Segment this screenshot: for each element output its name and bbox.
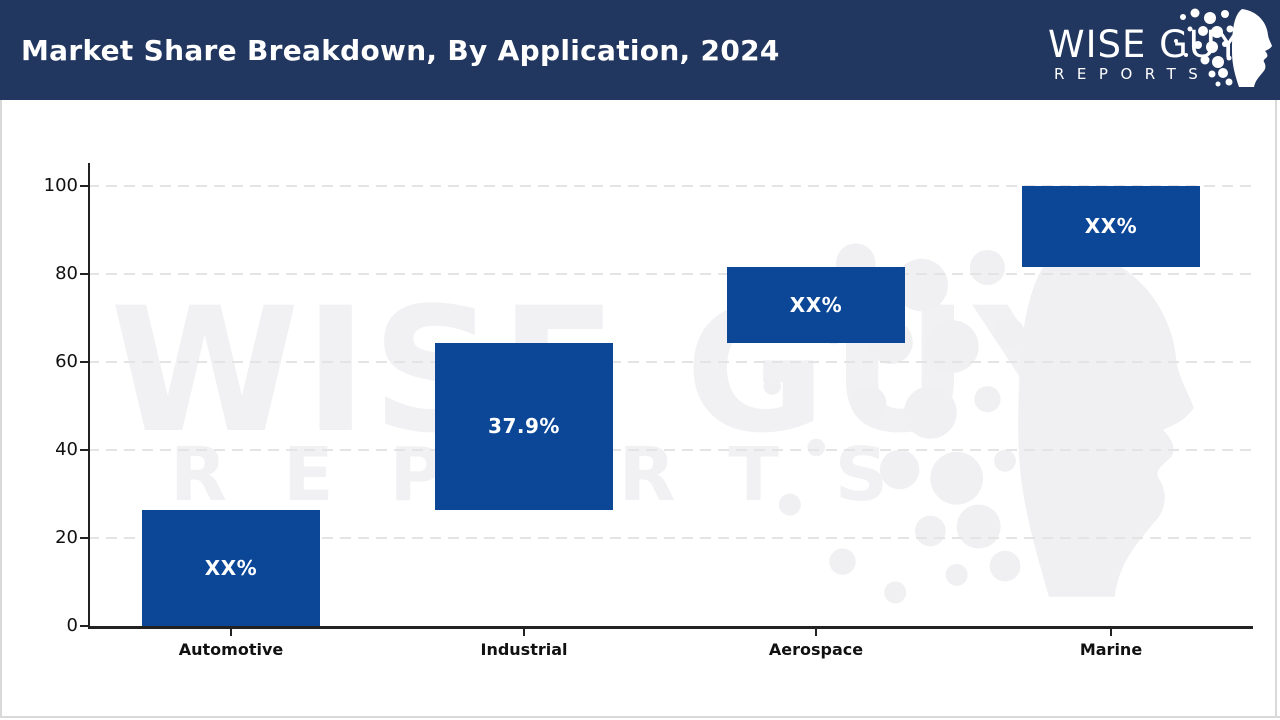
wise-guy-logo-graphic: WISE GUY REPORTS: [1048, 8, 1272, 87]
header-bar: Market Share Breakdown, By Application, …: [0, 0, 1280, 100]
bar-automotive: XX%: [142, 509, 320, 626]
x-tick-automotive: [230, 629, 232, 636]
wise-guy-logo: WISE GUY REPORTS: [1020, 5, 1272, 95]
x-tick-aerospace: [815, 629, 817, 636]
y-tick-100: [80, 185, 88, 187]
y-tick-60: [80, 361, 88, 363]
bar-value-label-industrial: 37.9%: [488, 414, 560, 439]
y-tick-label-0: 0: [66, 615, 78, 636]
frame-left-border: [0, 100, 2, 718]
y-tick-label-100: 100: [43, 175, 78, 196]
y-tick-label-60: 60: [55, 351, 78, 372]
bar-value-label-automotive: XX%: [204, 555, 258, 580]
gridline-20: [88, 537, 1253, 539]
y-tick-label-40: 40: [55, 439, 78, 460]
bar-marine: XX%: [1022, 186, 1200, 267]
category-label-marine: Marine: [1079, 640, 1143, 659]
category-label-automotive: Automotive: [178, 640, 284, 659]
frame-bottom-border: [0, 716, 1280, 718]
gridline-40: [88, 449, 1253, 451]
logo-reports-text: REPORTS: [1054, 65, 1210, 83]
gridline-100: [88, 185, 1253, 187]
gridline-80: [88, 273, 1253, 275]
category-label-industrial: Industrial: [480, 640, 568, 659]
y-tick-80: [80, 273, 88, 275]
frame-right-border: [1275, 100, 1277, 718]
category-label-aerospace: Aerospace: [768, 640, 864, 659]
y-tick-label-20: 20: [55, 527, 78, 548]
x-tick-industrial: [523, 629, 525, 636]
y-tick-40: [80, 449, 88, 451]
bar-value-label-aerospace: XX%: [789, 293, 843, 317]
gridline-60: [88, 361, 1253, 363]
y-tick-20: [80, 537, 88, 539]
bar-aerospace: XX%: [727, 266, 905, 344]
x-tick-marine: [1110, 629, 1112, 636]
y-axis: [88, 163, 90, 628]
y-tick-label-80: 80: [55, 263, 78, 284]
x-axis: [88, 626, 1253, 629]
bar-value-label-marine: XX%: [1084, 214, 1138, 239]
watermark-head-graphic: [739, 243, 1194, 604]
page-title: Market Share Breakdown, By Application, …: [21, 33, 780, 67]
bar-industrial: 37.9%: [435, 343, 613, 510]
chart-area: WISE GUY REPORTS 020406080100XX%Automoti…: [2, 100, 1276, 716]
y-tick-0: [80, 625, 88, 627]
logo-face-icon: [1232, 9, 1272, 87]
logo-dots-icon: [1174, 8, 1234, 87]
